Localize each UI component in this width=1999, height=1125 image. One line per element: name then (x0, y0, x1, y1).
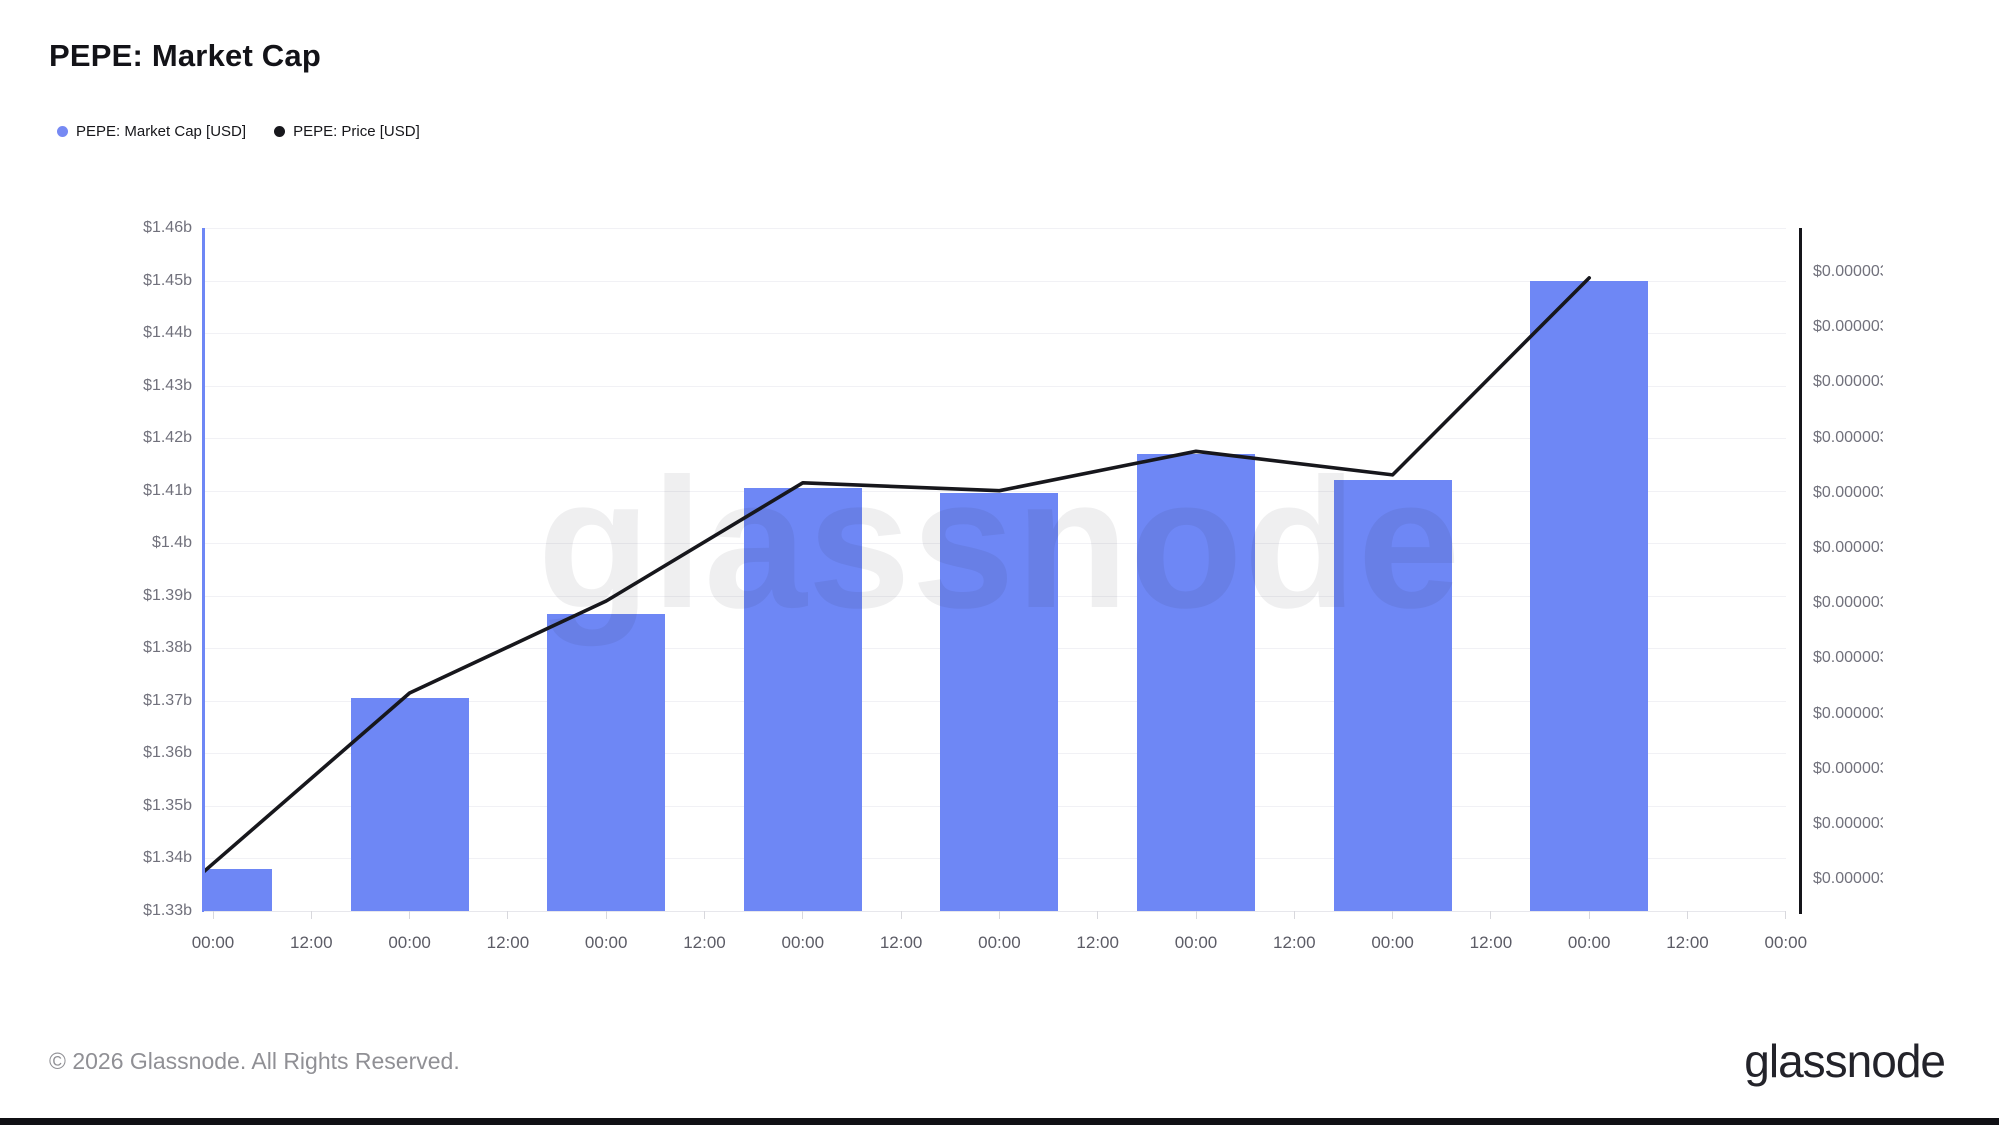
y2-axis-label: $0.000003 (1813, 704, 1883, 722)
x-axis-label: 12:00 (1469, 933, 1513, 952)
y-axis-label: $1.44b (143, 324, 192, 342)
x-axis-label: 12:00 (1273, 933, 1316, 952)
y-axis-label: $1.41b (143, 481, 192, 499)
y-axis-label: $1.38b (143, 639, 192, 657)
x-axis-tick (1687, 911, 1688, 919)
x-axis-tick (1588, 911, 1590, 919)
y-axis-label: $1.39b (143, 586, 192, 604)
market-cap-bar (204, 868, 272, 911)
x-axis-label: 00:00 (191, 933, 235, 952)
x-axis-label: 00:00 (1174, 933, 1218, 952)
x-axis-label: 12:00 (290, 933, 333, 952)
y2-axis-label: $0.000003 (1813, 594, 1883, 612)
x-axis-label: 12:00 (879, 933, 923, 952)
market-cap-bar (350, 698, 469, 911)
left-axis-line (202, 228, 205, 912)
market-cap-bar (1530, 280, 1649, 911)
y2-axis-label: $0.000003 (1813, 263, 1883, 280)
x-axis-label: 00:00 (388, 933, 431, 952)
x-axis-tick (802, 911, 804, 919)
x-axis-label: 12:00 (683, 933, 726, 952)
x-axis-label: 00:00 (1764, 933, 1808, 952)
y-axis-label: $1.34b (143, 849, 192, 867)
copyright-text: © 2026 Glassnode. All Rights Reserved. (49, 1048, 460, 1074)
x-axis-tick (998, 911, 1000, 919)
y-axis-label: $1.45b (143, 271, 192, 289)
legend: PEPE: Market Cap [USD] PEPE: Price [USD] (57, 123, 420, 140)
x-axis-tick (1195, 911, 1197, 919)
y-axis-label: $1.35b (143, 796, 192, 814)
y2-axis-label: $0.000003 (1813, 428, 1883, 446)
x-axis-label: 00:00 (781, 933, 825, 952)
x-axis-line (204, 911, 1786, 912)
x-axis-label: 00:00 (1371, 933, 1414, 952)
x-axis-tick (310, 911, 312, 919)
x-axis-label: 00:00 (584, 933, 628, 952)
y2-axis-label: $0.000003 (1813, 373, 1883, 391)
x-axis-tick (704, 911, 705, 919)
x-axis-tick (1097, 911, 1099, 919)
grid-line (204, 228, 1786, 229)
y-axis-label: $1.37b (143, 691, 192, 709)
x-axis-label: 12:00 (1076, 933, 1119, 952)
x-axis-tick (1785, 911, 1787, 919)
y2-axis-label: $0.000003 (1813, 483, 1883, 501)
y-axis-label: $1.43b (143, 376, 192, 394)
legend-label-market-cap: PEPE: Market Cap [USD] (76, 123, 247, 140)
y-axis-label: $1.4b (151, 534, 192, 552)
y-axis-label: $1.42b (143, 429, 192, 447)
x-axis-tick (1293, 911, 1295, 919)
bottom-bar (0, 1118, 1999, 1125)
price-dot-icon (274, 126, 286, 137)
x-axis-label: 12:00 (486, 933, 530, 952)
y2-axis-label: $0.000003 (1813, 870, 1883, 888)
market-cap-bar (547, 614, 666, 911)
market-cap-dot-icon (57, 126, 68, 137)
x-axis-tick (900, 911, 902, 919)
y-axis-label: $1.36b (143, 744, 192, 762)
x-axis-tick (507, 911, 509, 919)
glassnode-logo: glassnode (1744, 1035, 1946, 1087)
right-axis-line (1799, 228, 1802, 914)
legend-item-price[interactable]: PEPE: Price [USD] (274, 123, 420, 140)
y-axis-label: $1.33b (143, 902, 192, 919)
page-title: PEPE: Market Cap (49, 38, 321, 73)
watermark: glassnode (537, 441, 1462, 647)
x-axis-tick (212, 911, 214, 919)
y2-axis-label: $0.000003 (1813, 759, 1883, 777)
x-axis-label: 00:00 (1567, 933, 1611, 952)
x-axis-label: 12:00 (1666, 933, 1709, 952)
y2-axis-label: $0.000003 (1813, 318, 1883, 336)
y2-axis-label: $0.000003 (1813, 539, 1883, 556)
y-axis-label: $1.46b (143, 219, 192, 236)
legend-label-price: PEPE: Price [USD] (293, 123, 420, 140)
x-axis-tick (1392, 911, 1394, 919)
x-axis-tick (409, 911, 411, 919)
y2-axis-label: $0.000003 (1813, 815, 1883, 832)
x-axis-label: 00:00 (978, 933, 1021, 952)
legend-item-market-cap[interactable]: PEPE: Market Cap [USD] (57, 123, 246, 140)
x-axis-tick (605, 911, 607, 919)
x-axis-tick (1490, 911, 1492, 919)
y2-axis-label: $0.000003 (1813, 649, 1883, 667)
